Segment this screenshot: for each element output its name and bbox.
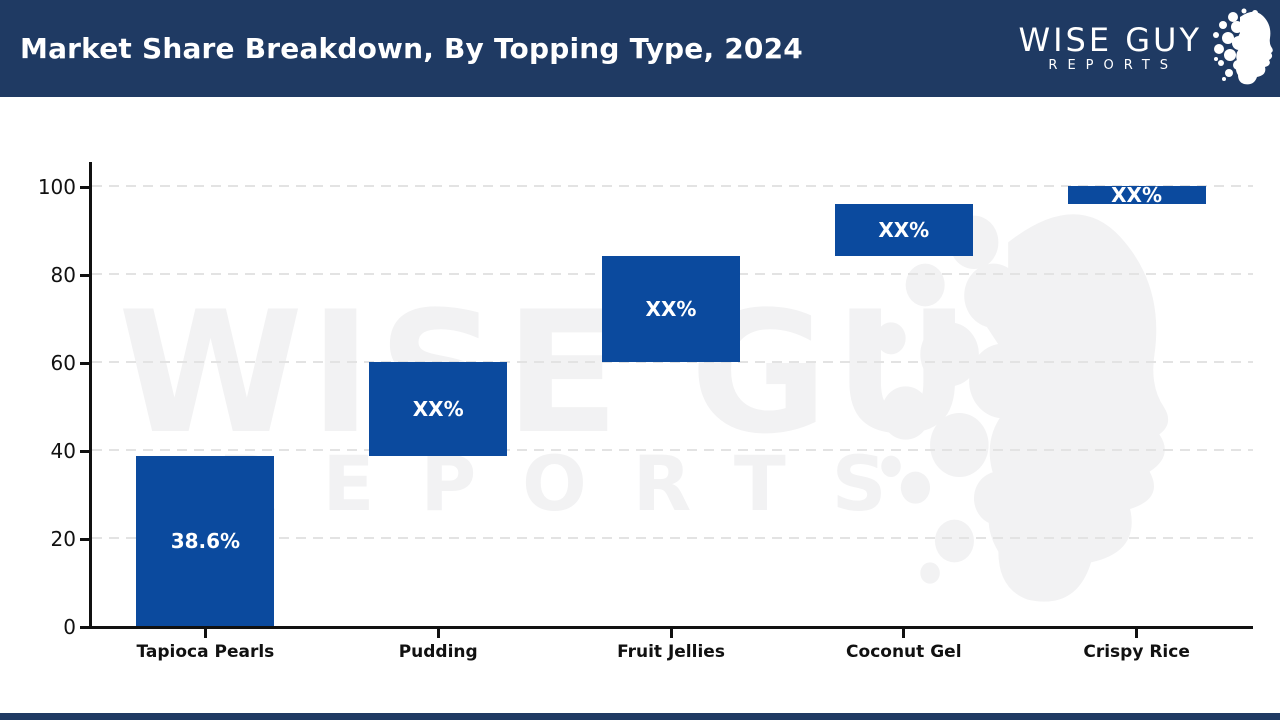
gridline-60 [92,361,1253,363]
logo-text: WISE GUY REPORTS [1018,23,1202,74]
footer-bar [0,713,1280,720]
waterfall-chart: 38.6% XX% XX% XX% XX% 0 20 40 60 80 100 Tapioca Pea… [0,97,1280,713]
bar-fruit-jellies: XX% [602,256,740,362]
bar-value-label: XX% [645,297,697,322]
bar-pudding: XX% [369,362,508,457]
x-tick-label-fruit-jellies: Fruit Jellies [617,642,725,662]
bar-tapioca-pearls: 38.6% [136,456,275,626]
y-tick-label-0: 0 [63,615,76,639]
x-tick-label-tapioca-pearls: Tapioca Pearls [136,642,275,662]
logo-head-icon [1213,8,1273,84]
bar-value-label: XX% [878,217,930,242]
chart-area: WISE GUY REPORTS 38.6% XX% XX% XX% XX% 0 20 40 6… [0,97,1280,713]
header-bar: Market Share Breakdown, By Topping Type,… [0,0,1280,97]
brand-logo: WISE GUY REPORTS [1018,7,1274,91]
gridline-100 [92,185,1253,187]
bar-value-label: XX% [412,397,464,422]
logo-wordmark: WISE GUY [1018,21,1202,59]
x-tick-crispy-rice [1135,629,1139,638]
x-axis [89,626,1253,629]
y-axis [89,161,92,629]
y-tick-60 [80,362,89,365]
y-tick-label-20: 20 [50,527,76,551]
x-tick-label-crispy-rice: Crispy Rice [1083,642,1190,662]
y-tick-label-100: 100 [37,175,76,199]
y-tick-80 [80,274,89,277]
x-tick-coconut-gel [902,629,906,638]
bar-coconut-gel: XX% [834,203,973,257]
y-tick-0 [80,626,89,629]
y-tick-label-60: 60 [50,351,76,375]
y-tick-40 [80,450,89,453]
bar-value-label: 38.6% [170,529,241,554]
bar-crispy-rice: XX% [1067,182,1206,207]
logo-subtext: REPORTS [1048,58,1179,73]
y-tick-100 [80,186,89,189]
x-tick-label-coconut-gel: Coconut Gel [846,642,962,662]
x-tick-fruit-jellies [669,629,673,638]
page-title: Market Share Breakdown, By Topping Type,… [20,32,803,65]
x-tick-label-pudding: Pudding [398,642,478,662]
y-tick-20 [80,538,89,541]
gridline-40 [92,449,1253,451]
y-tick-label-40: 40 [50,439,76,463]
gridline-20 [92,537,1253,539]
watermark-subtext: REPORTS [218,439,933,528]
y-tick-label-80: 80 [50,263,76,287]
x-tick-pudding [436,629,440,638]
x-tick-tapioca-pearls [203,629,207,638]
bar-value-label: XX% [1111,182,1163,207]
